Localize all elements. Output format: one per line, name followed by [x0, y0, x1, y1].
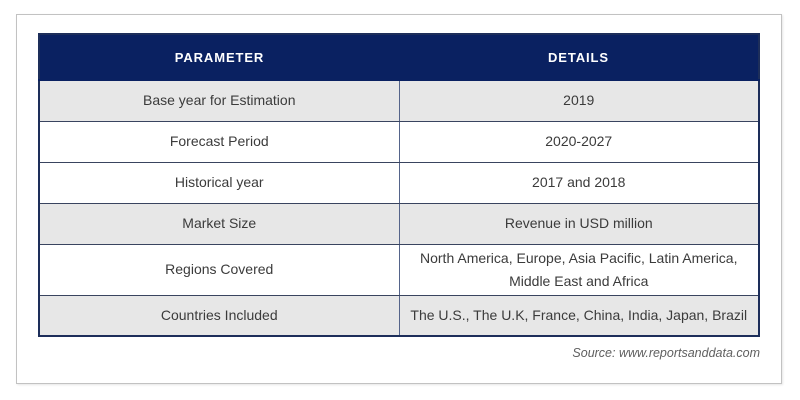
parameter-cell: Regions Covered — [39, 243, 399, 296]
parameter-cell: Countries Included — [39, 294, 399, 337]
table-header-row: PARAMETER DETAILS — [39, 34, 759, 81]
details-cell: North America, Europe, Asia Pacific, Lat… — [398, 243, 759, 296]
parameter-cell: Historical year — [39, 161, 399, 204]
details-cell: Revenue in USD million — [398, 202, 759, 245]
header-cell-parameter: PARAMETER — [39, 34, 399, 81]
table-row: Countries Included The U.S., The U.K, Fra… — [39, 294, 759, 337]
table-row: Regions Covered North America, Europe, As… — [39, 243, 759, 296]
parameter-cell: Base year for Estimation — [39, 79, 399, 122]
parameter-cell: Market Size — [39, 202, 399, 245]
details-cell: 2020-2027 — [398, 120, 759, 163]
table-container: PARAMETER DETAILS Base year for Estimati… — [38, 33, 760, 338]
table-row: Forecast Period 2020-2027 — [39, 120, 759, 163]
report-scope-card: PARAMETER DETAILS Base year for Estimati… — [16, 14, 782, 384]
details-cell: 2019 — [398, 79, 759, 122]
details-cell: 2017 and 2018 — [398, 161, 759, 204]
table-body: Base year for Estimation 2019 Forecast Per… — [39, 79, 759, 337]
details-table: PARAMETER DETAILS Base year for Estimati… — [38, 33, 760, 338]
table-row: Historical year 2017 and 2018 — [39, 161, 759, 204]
table-row: Base year for Estimation 2019 — [39, 79, 759, 122]
table-row: Market Size Revenue in USD million — [39, 202, 759, 245]
details-cell: The U.S., The U.K, France, China, India,… — [398, 294, 759, 337]
source-note: Source: www.reportsanddata.com — [572, 346, 760, 361]
parameter-cell: Forecast Period — [39, 120, 399, 163]
header-cell-details: DETAILS — [399, 34, 759, 81]
